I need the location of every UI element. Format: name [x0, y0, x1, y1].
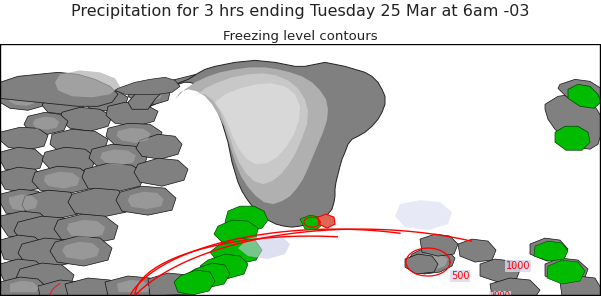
Polygon shape	[16, 263, 74, 292]
Polygon shape	[0, 127, 48, 150]
Text: 500: 500	[451, 271, 469, 281]
Polygon shape	[480, 259, 520, 282]
Polygon shape	[67, 220, 105, 238]
Polygon shape	[408, 248, 455, 274]
Polygon shape	[413, 253, 448, 270]
Polygon shape	[0, 72, 118, 106]
Polygon shape	[68, 188, 130, 217]
Polygon shape	[0, 189, 48, 216]
Polygon shape	[395, 200, 452, 230]
Polygon shape	[62, 242, 99, 260]
Polygon shape	[0, 88, 45, 110]
Polygon shape	[0, 277, 48, 296]
Polygon shape	[55, 70, 120, 97]
Polygon shape	[65, 278, 120, 296]
Text: Freezing level contours: Freezing level contours	[223, 30, 378, 43]
Polygon shape	[115, 77, 180, 94]
Polygon shape	[60, 107, 112, 131]
Polygon shape	[214, 220, 258, 244]
Polygon shape	[534, 241, 568, 261]
Polygon shape	[22, 190, 82, 219]
Polygon shape	[42, 147, 96, 173]
Polygon shape	[530, 238, 568, 261]
Polygon shape	[568, 84, 601, 108]
Polygon shape	[116, 186, 176, 215]
Polygon shape	[0, 167, 44, 192]
Polygon shape	[50, 129, 108, 156]
Polygon shape	[128, 86, 170, 104]
Polygon shape	[9, 93, 36, 106]
Polygon shape	[100, 149, 136, 165]
Polygon shape	[106, 123, 162, 148]
Polygon shape	[127, 192, 163, 209]
Polygon shape	[148, 273, 196, 296]
Polygon shape	[215, 83, 300, 164]
Polygon shape	[9, 194, 38, 210]
Polygon shape	[14, 216, 78, 245]
Polygon shape	[80, 90, 128, 111]
Polygon shape	[174, 270, 215, 295]
Polygon shape	[200, 254, 248, 279]
Polygon shape	[490, 278, 540, 296]
Polygon shape	[210, 238, 262, 264]
Polygon shape	[225, 206, 268, 232]
Polygon shape	[148, 60, 385, 227]
Polygon shape	[238, 234, 290, 259]
Polygon shape	[555, 126, 590, 150]
Polygon shape	[89, 144, 148, 171]
Polygon shape	[558, 79, 601, 106]
Polygon shape	[32, 117, 59, 130]
Polygon shape	[106, 102, 158, 126]
Polygon shape	[117, 280, 150, 292]
Polygon shape	[136, 90, 162, 101]
Polygon shape	[458, 239, 496, 262]
Polygon shape	[0, 235, 45, 262]
Polygon shape	[560, 276, 601, 296]
Polygon shape	[117, 128, 150, 143]
Polygon shape	[0, 147, 44, 172]
Polygon shape	[405, 254, 438, 274]
Polygon shape	[545, 94, 601, 149]
Polygon shape	[50, 236, 112, 266]
Polygon shape	[44, 172, 80, 189]
Polygon shape	[18, 238, 80, 267]
Polygon shape	[187, 263, 230, 288]
Polygon shape	[175, 67, 328, 204]
Text: Precipitation for 3 hrs ending Tuesday 25 Mar at 6am -03: Precipitation for 3 hrs ending Tuesday 2…	[72, 4, 529, 19]
Text: 2000: 2000	[489, 292, 510, 296]
Polygon shape	[32, 166, 92, 194]
Polygon shape	[0, 259, 46, 286]
Text: 1000: 1000	[506, 261, 530, 271]
Polygon shape	[0, 211, 50, 239]
Polygon shape	[82, 163, 145, 192]
Polygon shape	[42, 94, 85, 114]
Polygon shape	[10, 281, 39, 292]
Polygon shape	[38, 280, 90, 296]
Polygon shape	[318, 214, 335, 228]
Polygon shape	[136, 134, 182, 159]
Polygon shape	[134, 158, 188, 186]
Polygon shape	[54, 214, 118, 244]
Polygon shape	[24, 112, 68, 134]
Polygon shape	[128, 74, 196, 109]
Polygon shape	[547, 260, 585, 284]
Polygon shape	[300, 215, 323, 230]
Polygon shape	[105, 276, 160, 296]
Polygon shape	[195, 73, 308, 184]
Polygon shape	[545, 258, 588, 283]
Polygon shape	[420, 234, 458, 256]
